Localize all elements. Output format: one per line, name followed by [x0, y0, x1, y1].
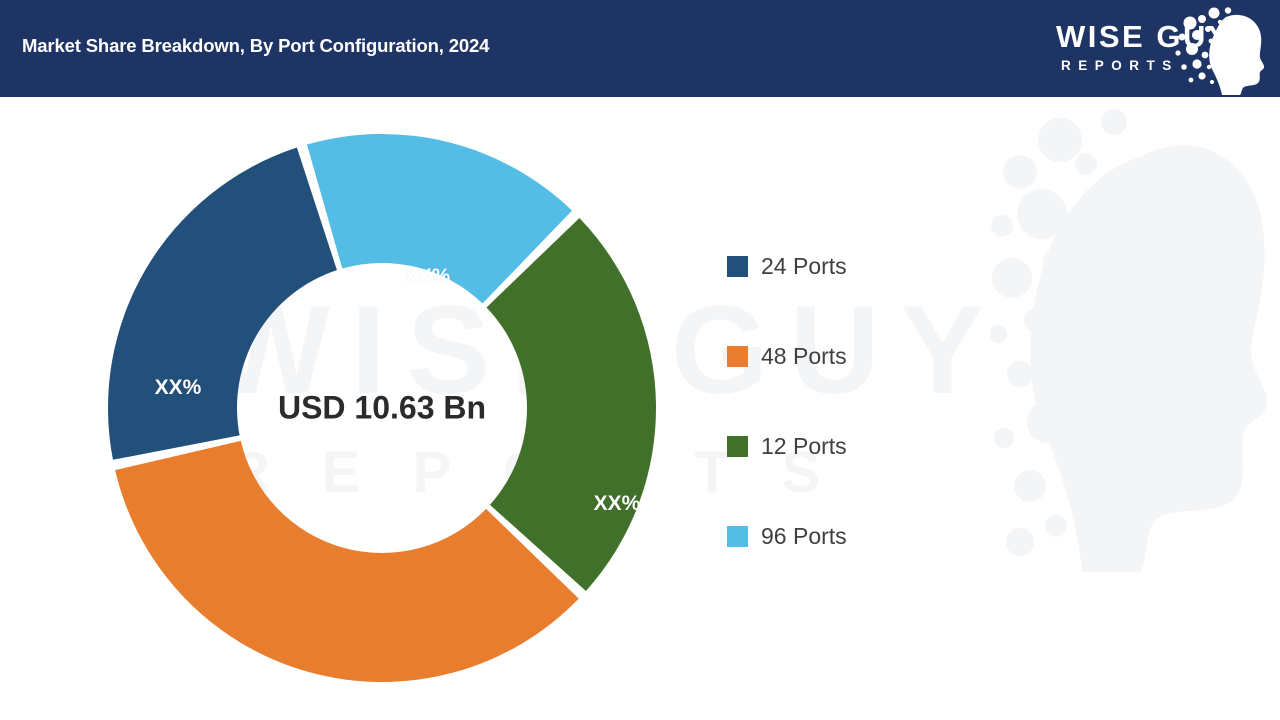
legend-swatch-icon — [727, 345, 748, 367]
chart-legend: 24 Ports 48 Ports 12 Ports 96 Ports — [727, 252, 957, 612]
donut-slice[interactable] — [107, 147, 337, 460]
page-title: Market Share Breakdown, By Port Configur… — [22, 35, 490, 56]
legend-item[interactable]: 96 Ports — [727, 522, 957, 550]
donut-slice-label: XX% — [403, 265, 451, 288]
brand-logo: WISE GUY REPORTS — [1034, 5, 1274, 95]
legend-item-label: 96 Ports — [761, 522, 847, 549]
dotted-head-profile-icon — [1175, 7, 1265, 95]
watermark-head-graphic — [990, 109, 1268, 572]
donut-slice[interactable] — [486, 218, 657, 591]
donut-slice[interactable] — [115, 440, 579, 682]
logo-secondary-text: REPORTS — [1061, 58, 1179, 73]
legend-swatch-icon — [727, 255, 748, 277]
page-header: Market Share Breakdown, By Port Configur… — [0, 0, 1280, 97]
donut-slice[interactable] — [306, 134, 572, 304]
legend-item-label: 48 Ports — [761, 342, 847, 369]
donut-center-value: USD 10.63 Bn — [277, 389, 487, 426]
legend-item[interactable]: 12 Ports — [727, 432, 957, 460]
donut-slice-label: 34.8% — [276, 717, 336, 720]
legend-item-label: 24 Ports — [761, 252, 847, 279]
legend-item[interactable]: 48 Ports — [727, 342, 957, 370]
donut-slice-label: XX% — [593, 492, 641, 515]
donut-chart — [107, 134, 657, 682]
legend-item-label: 12 Ports — [761, 432, 847, 459]
legend-swatch-icon — [727, 525, 748, 547]
chart-canvas: WISE GUY REPORTS USD 10.63 Bn XX%XX%34.8… — [0, 97, 1280, 720]
donut-slice-label: XX% — [154, 376, 202, 399]
legend-item[interactable]: 24 Ports — [727, 252, 957, 280]
legend-swatch-icon — [727, 435, 748, 457]
